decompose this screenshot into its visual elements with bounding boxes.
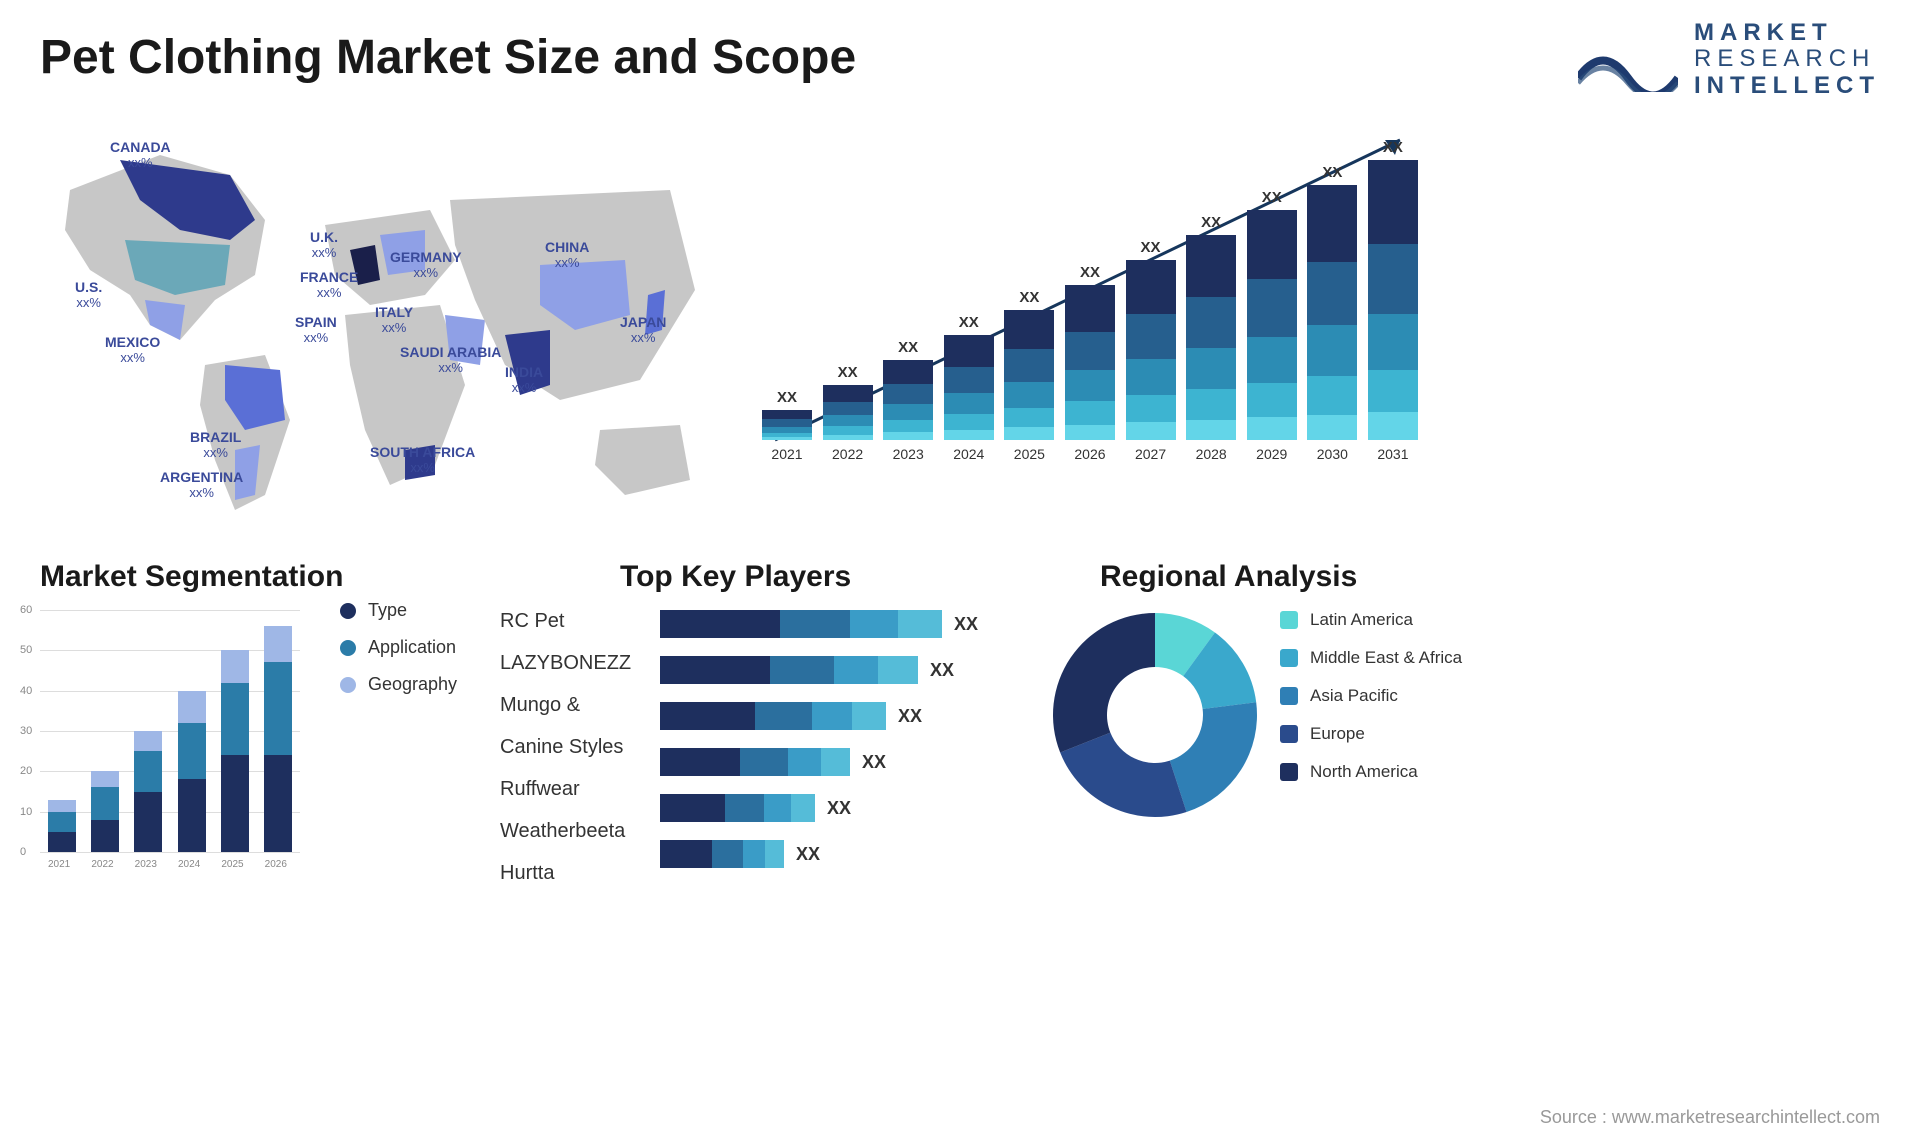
legend-item: Latin America (1280, 610, 1462, 630)
growth-bar: XX2027 (1124, 239, 1178, 462)
key-player-bar: XX (660, 610, 1010, 638)
map-label: U.S.xx% (75, 280, 102, 311)
donut-slice (1060, 733, 1186, 817)
key-player-name: Hurtta (500, 852, 631, 894)
legend-item: Application (340, 637, 457, 658)
key-player-name: Ruffwear (500, 768, 631, 810)
segmentation-bar (91, 771, 119, 852)
logo-icon (1578, 28, 1678, 92)
growth-bar: XX2030 (1305, 164, 1359, 462)
map-label: FRANCExx% (300, 270, 358, 301)
segmentation-bar (221, 650, 249, 852)
map-label: GERMANYxx% (390, 250, 462, 281)
logo: MARKET RESEARCH INTELLECT (1578, 20, 1880, 99)
map-label: U.K.xx% (310, 230, 338, 261)
legend-item: Geography (340, 674, 457, 695)
key-player-name: Canine Styles (500, 726, 631, 768)
map-label: ITALYxx% (375, 305, 413, 336)
key-player-bar: XX (660, 794, 1010, 822)
map-label: SPAINxx% (295, 315, 337, 346)
legend-item: Middle East & Africa (1280, 648, 1462, 668)
legend-item: Asia Pacific (1280, 686, 1462, 706)
key-players-chart: XX XX XX XX XX XX (660, 610, 1010, 886)
growth-bar: XX2026 (1063, 264, 1117, 462)
segmentation-legend: Type Application Geography (340, 600, 457, 711)
map-label: MEXICOxx% (105, 335, 160, 366)
map-label: CHINAxx% (545, 240, 589, 271)
donut-slice (1053, 613, 1155, 753)
map-label: SOUTH AFRICAxx% (370, 445, 475, 476)
key-player-name: Mungo & (500, 684, 631, 726)
world-map: CANADAxx% U.S.xx%MEXICOxx% BRAZILxx% ARGENT… (30, 130, 730, 530)
growth-bar: XX2028 (1184, 214, 1238, 462)
page-title: Pet Clothing Market Size and Scope (40, 30, 856, 85)
logo-text: MARKET RESEARCH INTELLECT (1694, 20, 1880, 99)
map-label: SAUDI ARABIAxx% (400, 345, 501, 376)
segmentation-bar (48, 800, 76, 852)
map-label: ARGENTINAxx% (160, 470, 243, 501)
growth-bar: XX2031 (1366, 139, 1420, 462)
source-text: Source : www.marketresearchintellect.com (1540, 1107, 1880, 1128)
growth-bar: XX2025 (1002, 289, 1056, 462)
key-player-bar: XX (660, 840, 1010, 868)
map-label: BRAZILxx% (190, 430, 241, 461)
segmentation-bar (264, 626, 292, 852)
growth-bar: XX2022 (821, 364, 875, 462)
key-player-name: RC Pet (500, 600, 631, 642)
segmentation-section: Market Segmentation 01020304050602021202… (40, 560, 480, 870)
legend-item: Type (340, 600, 457, 621)
regional-donut-chart (1040, 600, 1270, 830)
key-player-name: LAZYBONEZZ (500, 642, 631, 684)
map-label: CANADAxx% (110, 140, 171, 171)
map-label: INDIAxx% (505, 365, 543, 396)
growth-bar: XX2024 (942, 314, 996, 462)
key-player-bar: XX (660, 656, 1010, 684)
segmentation-chart: 0102030405060202120222023202420252026 (40, 610, 300, 870)
key-players-names: RC PetLAZYBONEZZMungo &Canine StylesRuff… (500, 600, 631, 894)
key-player-bar: XX (660, 702, 1010, 730)
key-players-title: Top Key Players (620, 560, 851, 594)
growth-chart: XX2021XX2022XX2023XX2024XX2025XX2026XX20… (760, 130, 1420, 490)
key-player-name: Weatherbeeta (500, 810, 631, 852)
growth-bar: XX2021 (760, 389, 814, 462)
legend-item: North America (1280, 762, 1462, 782)
legend-item: Europe (1280, 724, 1462, 744)
map-label: JAPANxx% (620, 315, 666, 346)
donut-slice (1170, 702, 1257, 812)
growth-bar: XX2029 (1245, 189, 1299, 462)
segmentation-bar (134, 731, 162, 852)
segmentation-title: Market Segmentation (40, 560, 480, 594)
key-player-bar: XX (660, 748, 1010, 776)
regional-legend: Latin America Middle East & Africa Asia Pa… (1280, 610, 1462, 800)
growth-bar: XX2023 (881, 339, 935, 462)
segmentation-bar (178, 691, 206, 852)
regional-title: Regional Analysis (1100, 560, 1357, 594)
